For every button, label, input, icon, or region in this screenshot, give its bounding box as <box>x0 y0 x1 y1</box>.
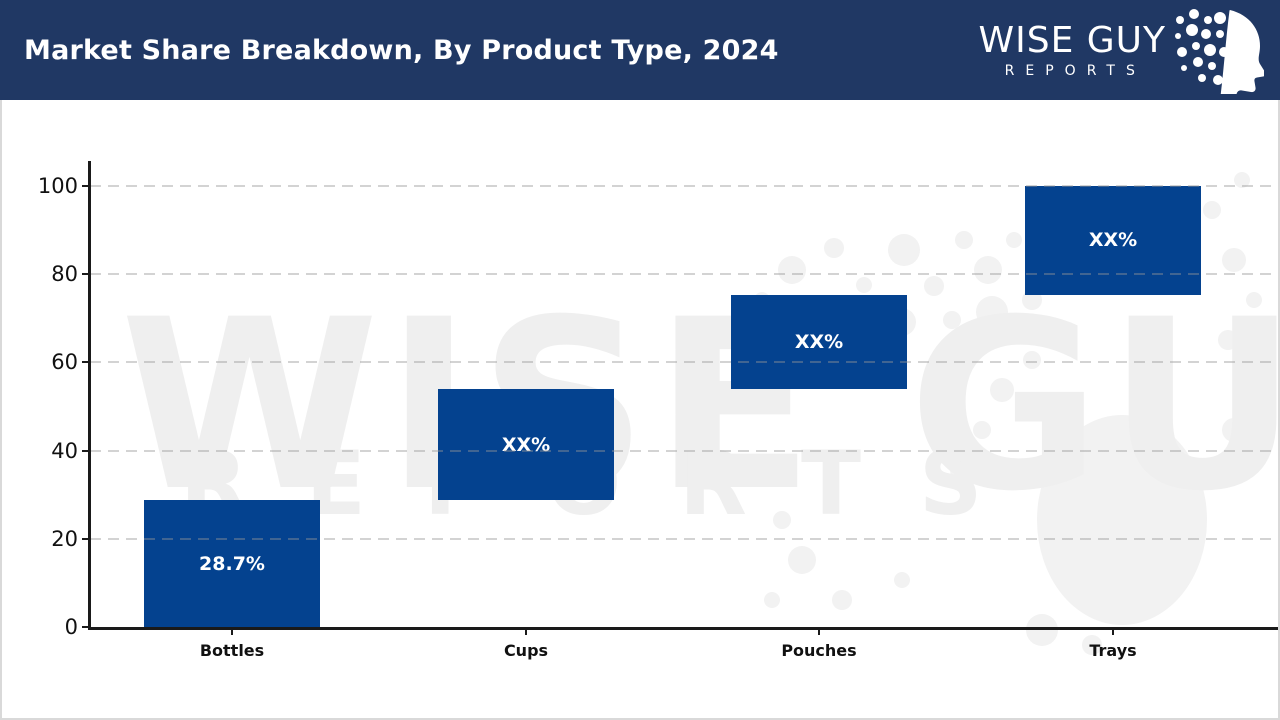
page-title: Market Share Breakdown, By Product Type,… <box>24 34 779 66</box>
gridline <box>90 273 1278 276</box>
y-axis-line <box>88 161 91 629</box>
bar-value-label: XX% <box>1088 229 1138 252</box>
x-axis-label: Bottles <box>199 641 265 660</box>
y-axis-tick-label: 20 <box>51 526 78 551</box>
x-axis-line <box>88 627 1278 630</box>
x-axis-tick <box>818 628 820 635</box>
y-axis-tick-label: 80 <box>51 262 78 287</box>
bar-cups: XX% <box>438 388 614 501</box>
y-axis-tick <box>82 273 90 276</box>
bar-bottles: 28.7% <box>144 500 320 627</box>
bar-value-label: XX% <box>794 330 844 353</box>
y-axis-tick <box>82 361 90 364</box>
chart-area: WISE GUY REPORTS 02040608010028.7%XX%XX%… <box>0 100 1280 720</box>
y-axis-tick <box>82 537 90 540</box>
y-axis-tick-label: 60 <box>51 350 78 375</box>
brand-name: WISE GUY <box>978 19 1166 61</box>
watermark-head-dots <box>750 172 1267 655</box>
y-axis-tick-label: 0 <box>64 615 78 639</box>
bar-trays: XX% <box>1025 186 1201 295</box>
x-axis-label: Trays <box>1089 641 1137 660</box>
bar-value-label: XX% <box>501 433 551 456</box>
gridline <box>90 449 1278 452</box>
x-axis-tick <box>231 628 233 635</box>
y-axis-tick-label: 40 <box>51 438 78 463</box>
y-axis-tick <box>82 449 90 452</box>
bar-value-label: 28.7% <box>199 552 265 575</box>
brand-logo-text: WISE GUY REPORTS <box>978 19 1167 79</box>
logo-head-icon <box>1175 9 1264 94</box>
gridline <box>90 361 1278 364</box>
brand-subtitle: REPORTS <box>1004 62 1146 79</box>
header: Market Share Breakdown, By Product Type,… <box>0 0 1280 100</box>
y-axis-tick <box>82 626 90 628</box>
gridline <box>90 185 1278 187</box>
x-axis-label: Pouches <box>781 641 857 660</box>
gridline <box>90 537 1278 540</box>
y-axis-tick-label: 100 <box>37 174 78 198</box>
x-axis-tick <box>1112 628 1114 635</box>
bar-pouches: XX% <box>731 294 907 389</box>
x-axis-label: Cups <box>503 641 549 660</box>
x-axis-tick <box>525 628 527 635</box>
watermark-text: WISE GUY <box>120 270 1278 543</box>
y-axis-tick <box>82 185 90 187</box>
brand-logo: WISE GUY REPORTS <box>978 6 1264 94</box>
